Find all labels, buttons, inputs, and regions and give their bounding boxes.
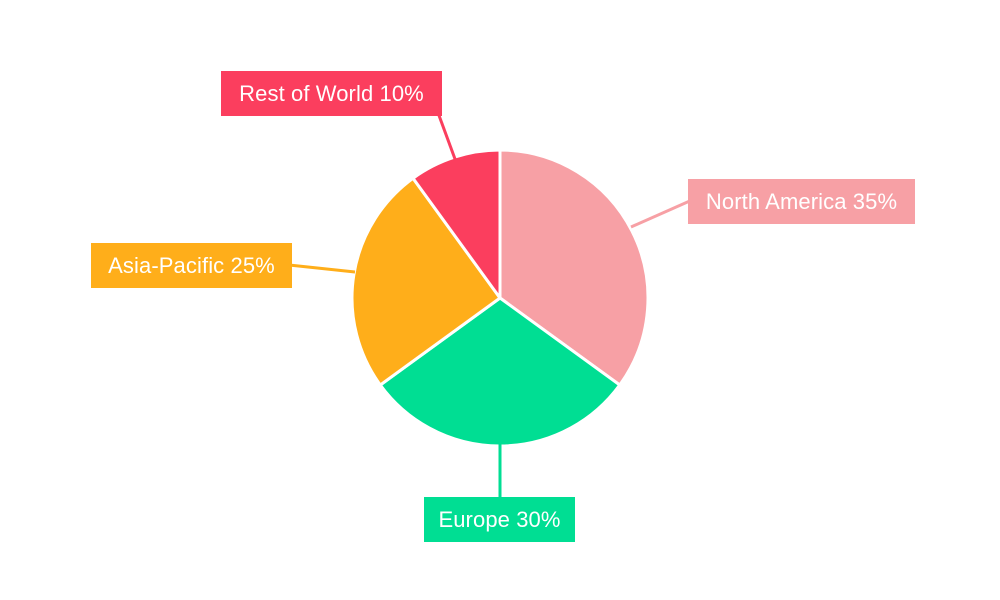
pie-slice-asia-pacific[interactable] [350,176,502,387]
pie-label-asia-pacific: Asia-Pacific 25% [91,243,292,288]
pie-label-europe: Europe 30% [424,497,575,542]
leader-line-north-america [630,198,693,229]
pie-label-rest-of-world: Rest of World 10% [221,71,442,116]
leader-lines-group [288,109,693,500]
pie-label-north-america: North America 35% [688,179,915,224]
leader-line-rest-of-world [435,109,457,160]
pie-slice-north-america[interactable] [498,148,650,387]
leader-line-asia-pacific [288,263,356,274]
pie-slices-group [350,148,650,448]
